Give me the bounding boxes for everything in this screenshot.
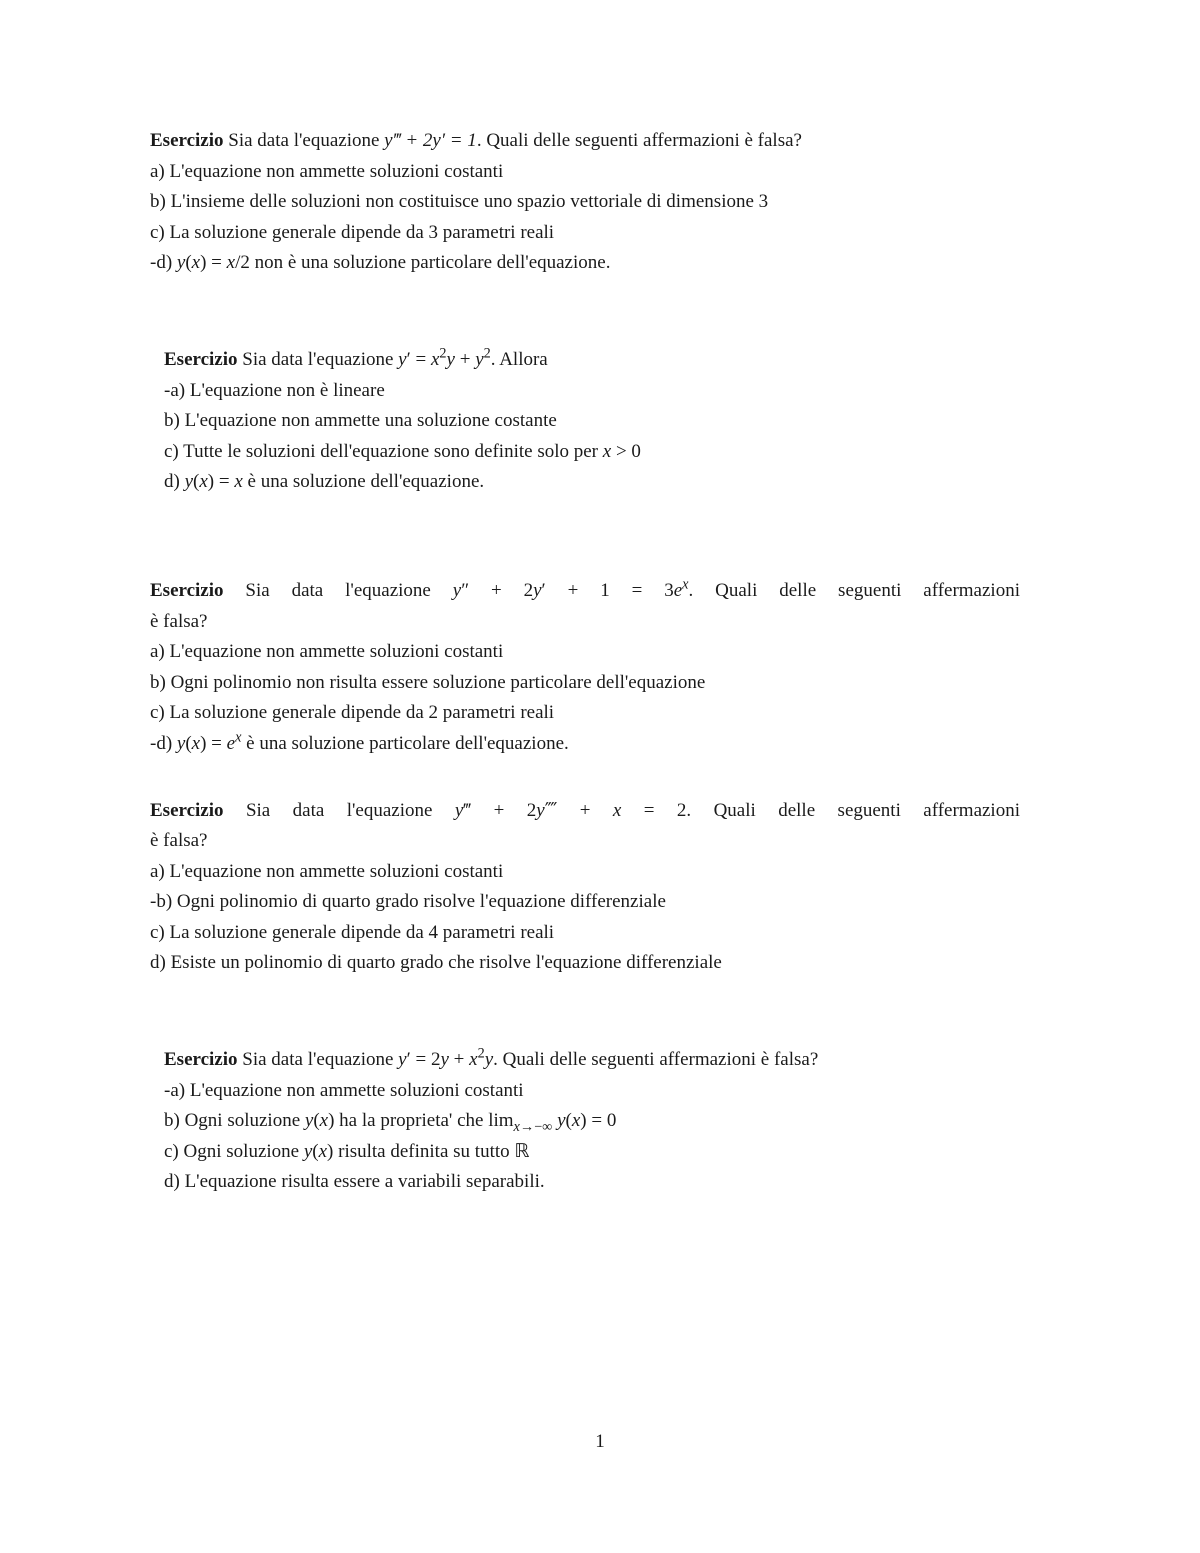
exercise-prompt-line2: è falsa? [150,828,1020,855]
option-text: L'equazione non ammette soluzioni costan… [165,861,503,882]
option-text: Tutte le soluzioni dell'equazione sono d… [179,441,641,462]
option-text: La soluzione generale dipende da 3 param… [165,222,554,243]
exercise-block: Esercizio Sia data l'equazione y′ = x2y … [164,347,1020,496]
math-expr: y′ = x2y + y2 [398,349,491,370]
exercise-block: Esercizio Sia data l'equazione y′ = 2y +… [164,1047,1020,1196]
option-key: d) [150,952,166,973]
option-text: La soluzione generale dipende da 4 param… [165,922,554,943]
exercise-prompt: Esercizio Sia data l'equazione y′ = 2y +… [164,1047,1020,1074]
math-expr: y″ + 2y′ + 1 = 3ex [453,580,689,601]
option-line: c) Tutte le soluzioni dell'equazione son… [164,439,1020,466]
math-expr: y‴ + 2y⁗ + x = 2 [455,800,687,821]
prompt-text: . Allora [491,349,548,370]
option-key: c) [150,702,165,723]
option-line: -d) y(x) = ex è una soluzione particolar… [150,731,1020,758]
option-text: L'equazione non ammette una soluzione co… [180,410,557,431]
option-line: -b) Ogni polinomio di quarto grado risol… [150,889,1020,916]
prompt-text: . Quali delle seguenti affermazioni [686,800,1020,821]
exercise-prompt-line2: è falsa? [150,609,1020,636]
prompt-text: Sia data l'equazione [238,1049,399,1070]
page: Esercizio Sia data l'equazione y‴ + 2y′ … [0,0,1200,1553]
exercise-block: Esercizio Sia data l'equazione y‴ + 2y⁗ … [150,798,1020,978]
option-key: -a) [164,1080,185,1101]
option-key: -b) [150,891,172,912]
option-text: L'equazione non ammette soluzioni costan… [165,641,503,662]
exercise-label: Esercizio [150,580,224,601]
option-key: c) [150,922,165,943]
option-key: -d) [150,733,172,754]
option-text: y(x) = x è una soluzione dell'equazione. [180,471,484,492]
option-key: b) [150,191,166,212]
exercise-prompt: Esercizio Sia data l'equazione y′ = x2y … [164,347,1020,374]
option-line: b) Ogni soluzione y(x) ha la proprieta' … [164,1108,1020,1135]
option-key: c) [150,222,165,243]
exercise-prompt: Esercizio Sia data l'equazione y″ + 2y′ … [150,578,1020,605]
option-text: Ogni polinomio di quarto grado risolve l… [172,891,666,912]
option-text: y(x) = x/2 non è una soluzione particola… [172,252,610,273]
prompt-text: Sia data l'equazione [224,130,385,151]
option-line: a) L'equazione non ammette soluzioni cos… [150,859,1020,886]
option-line: d) Esiste un polinomio di quarto grado c… [150,950,1020,977]
option-line: -a) L'equazione non è lineare [164,378,1020,405]
option-text: L'equazione non ammette soluzioni costan… [165,161,503,182]
option-line: d) L'equazione risulta essere a variabil… [164,1169,1020,1196]
option-text: Ogni soluzione y(x) ha la proprieta' che… [180,1110,617,1131]
math-expr: y‴ + 2y′ = 1 [384,130,477,151]
option-text: L'equazione non è lineare [185,380,385,401]
exercise-label: Esercizio [164,349,238,370]
option-text: y(x) = ex è una soluzione particolare de… [172,733,569,754]
option-text: La soluzione generale dipende da 2 param… [165,702,554,723]
math-expr: y′ = 2y + x2y [398,1049,493,1070]
option-text: L'equazione risulta essere a variabili s… [180,1171,545,1192]
option-text: L'equazione non ammette soluzioni costan… [185,1080,523,1101]
exercise-prompt: Esercizio Sia data l'equazione y‴ + 2y⁗ … [150,798,1020,825]
prompt-text: Sia data l'equazione [238,349,399,370]
option-line: c) La soluzione generale dipende da 2 pa… [150,700,1020,727]
prompt-text: . Quali delle seguenti affermazioni è fa… [477,130,802,151]
exercise-prompt: Esercizio Sia data l'equazione y‴ + 2y′ … [150,128,1020,155]
exercise-block: Esercizio Sia data l'equazione y‴ + 2y′ … [150,128,1020,277]
option-line: -d) y(x) = x/2 non è una soluzione parti… [150,250,1020,277]
option-line: a) L'equazione non ammette soluzioni cos… [150,639,1020,666]
option-key: b) [150,672,166,693]
page-content: Esercizio Sia data l'equazione y‴ + 2y′ … [150,128,1020,1200]
option-line: -a) L'equazione non ammette soluzioni co… [164,1078,1020,1105]
prompt-text: Sia data l'equazione [224,800,455,821]
exercise-label: Esercizio [150,800,224,821]
exercise-label: Esercizio [164,1049,238,1070]
option-line: c) Ogni soluzione y(x) risulta definita … [164,1139,1020,1166]
prompt-text: . Quali delle seguenti affermazioni è fa… [493,1049,818,1070]
exercise-label: Esercizio [150,130,224,151]
option-text: Ogni polinomio non risulta essere soluzi… [166,672,706,693]
option-key: c) [164,441,179,462]
prompt-text: Sia data l'equazione [224,580,453,601]
option-key: d) [164,1171,180,1192]
option-key: b) [164,410,180,431]
option-line: b) L'equazione non ammette una soluzione… [164,408,1020,435]
option-key: d) [164,471,180,492]
option-line: a) L'equazione non ammette soluzioni cos… [150,159,1020,186]
page-number: 1 [0,1431,1200,1453]
option-key: a) [150,641,165,662]
option-text: Esiste un polinomio di quarto grado che … [166,952,722,973]
option-key: -d) [150,252,172,273]
option-key: b) [164,1110,180,1131]
exercise-block: Esercizio Sia data l'equazione y″ + 2y′ … [150,578,1020,758]
option-line: c) La soluzione generale dipende da 3 pa… [150,220,1020,247]
option-text: L'insieme delle soluzioni non costituisc… [166,191,768,212]
option-key: -a) [164,380,185,401]
option-text: Ogni soluzione y(x) risulta definita su … [179,1141,530,1162]
option-line: d) y(x) = x è una soluzione dell'equazio… [164,469,1020,496]
option-key: a) [150,861,165,882]
option-key: a) [150,161,165,182]
option-line: b) L'insieme delle soluzioni non costitu… [150,189,1020,216]
option-line: b) Ogni polinomio non risulta essere sol… [150,670,1020,697]
option-line: c) La soluzione generale dipende da 4 pa… [150,920,1020,947]
prompt-text: . Quali delle seguenti affermazioni [688,580,1020,601]
option-key: c) [164,1141,179,1162]
